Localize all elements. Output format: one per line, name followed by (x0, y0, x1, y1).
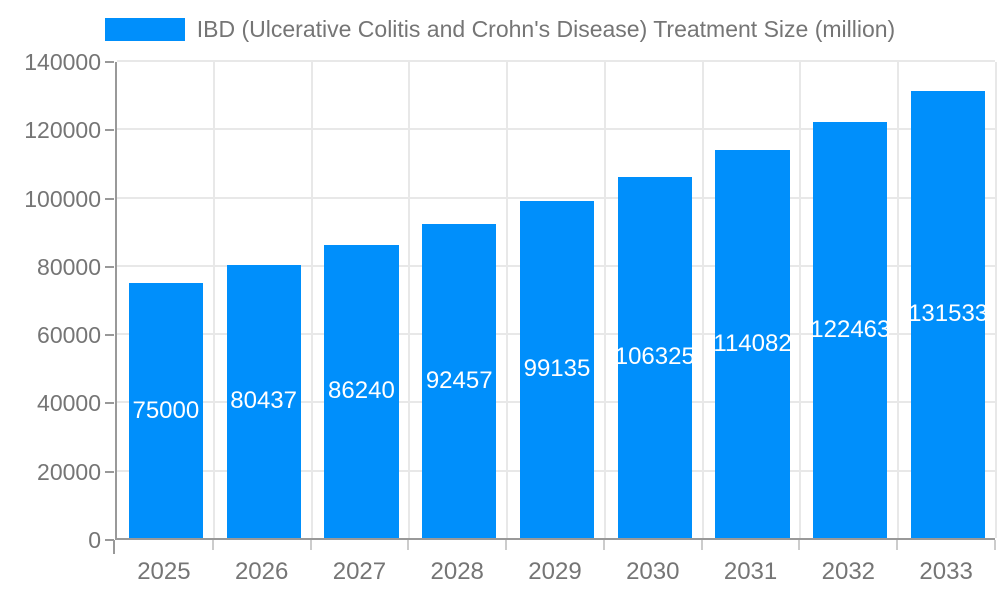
x-tick-mark (896, 540, 899, 550)
h-gridline (117, 196, 995, 199)
bar-value-label: 92457 (425, 366, 493, 394)
legend-swatch (104, 18, 185, 41)
bar-2032[interactable]: 122463 (810, 121, 891, 538)
y-tick-mark (105, 129, 114, 132)
bar-value-label: 131533 (908, 300, 989, 328)
x-tick-label: 2031 (723, 558, 778, 585)
x-tick-label: 2030 (626, 558, 680, 585)
bar-2025[interactable]: 75000 (128, 283, 204, 538)
h-gridline (117, 128, 995, 131)
x-tick-label: 2026 (234, 558, 289, 585)
x-tick-label: 2028 (430, 558, 484, 585)
y-tick-label: 40000 (37, 390, 101, 417)
x-tick-mark (309, 540, 312, 550)
y-tick-mark (105, 61, 114, 63)
y-tick-label: 140000 (24, 49, 101, 75)
x-tick-label: 2032 (821, 558, 876, 585)
legend-label: IBD (Ulcerative Colitis and Crohn's Dise… (196, 16, 896, 42)
x-tick-mark (113, 540, 115, 554)
y-tick-label: 0 (88, 527, 101, 553)
v-gridline (506, 62, 509, 538)
bar-2026[interactable]: 80437 (226, 264, 301, 538)
bar-value-label: 75000 (132, 396, 200, 424)
h-gridline (117, 60, 995, 62)
bar-2030[interactable]: 106325 (614, 176, 695, 538)
y-tick-mark (105, 197, 114, 200)
x-tick-label: 2033 (919, 558, 973, 585)
v-gridline (603, 62, 606, 538)
x-tick-mark (798, 540, 801, 550)
x-tick-mark (505, 540, 508, 550)
chart-legend[interactable]: IBD (Ulcerative Colitis and Crohn's Dise… (0, 18, 1000, 41)
v-gridline (212, 62, 215, 538)
x-tick-label: 2027 (332, 558, 387, 585)
bar-value-label: 106325 (614, 343, 695, 371)
bar-value-label: 80437 (230, 387, 298, 415)
x-tick-label: 2025 (137, 558, 191, 585)
x-tick-mark (407, 540, 410, 550)
y-tick-mark (105, 334, 114, 337)
bar-2029[interactable]: 99135 (519, 200, 595, 538)
y-tick-label: 80000 (37, 253, 101, 280)
y-tick-label: 60000 (37, 322, 101, 349)
x-tick-mark (602, 540, 605, 550)
y-tick-mark (105, 402, 114, 405)
bar-2027[interactable]: 86240 (324, 244, 399, 538)
y-tick-label: 120000 (24, 117, 101, 144)
bar-2028[interactable]: 92457 (422, 223, 497, 538)
bar-value-label: 99135 (523, 355, 591, 383)
bar-value-label: 114082 (713, 330, 792, 358)
bar-2031[interactable]: 114082 (713, 150, 792, 538)
y-tick-mark (105, 539, 114, 541)
v-gridline (701, 62, 704, 538)
y-tick-mark (105, 470, 114, 473)
y-tick-label: 20000 (37, 458, 101, 485)
x-tick-mark (994, 540, 996, 550)
bar-value-label: 122463 (810, 315, 891, 343)
v-gridline (897, 62, 900, 538)
v-gridline (310, 62, 313, 538)
x-tick-mark (700, 540, 703, 550)
bar-2033[interactable]: 131533 (908, 90, 989, 538)
y-tick-label: 100000 (24, 185, 101, 212)
bar-value-label: 86240 (328, 377, 395, 405)
v-gridline (995, 62, 997, 538)
y-tick-mark (105, 265, 114, 268)
v-gridline (799, 62, 802, 538)
plot-area: 75000 80437 86240 92457 99135 106325 114082 122… (115, 60, 997, 540)
x-tick-label: 2029 (528, 558, 582, 585)
v-gridline (408, 62, 411, 538)
x-tick-mark (211, 540, 214, 550)
